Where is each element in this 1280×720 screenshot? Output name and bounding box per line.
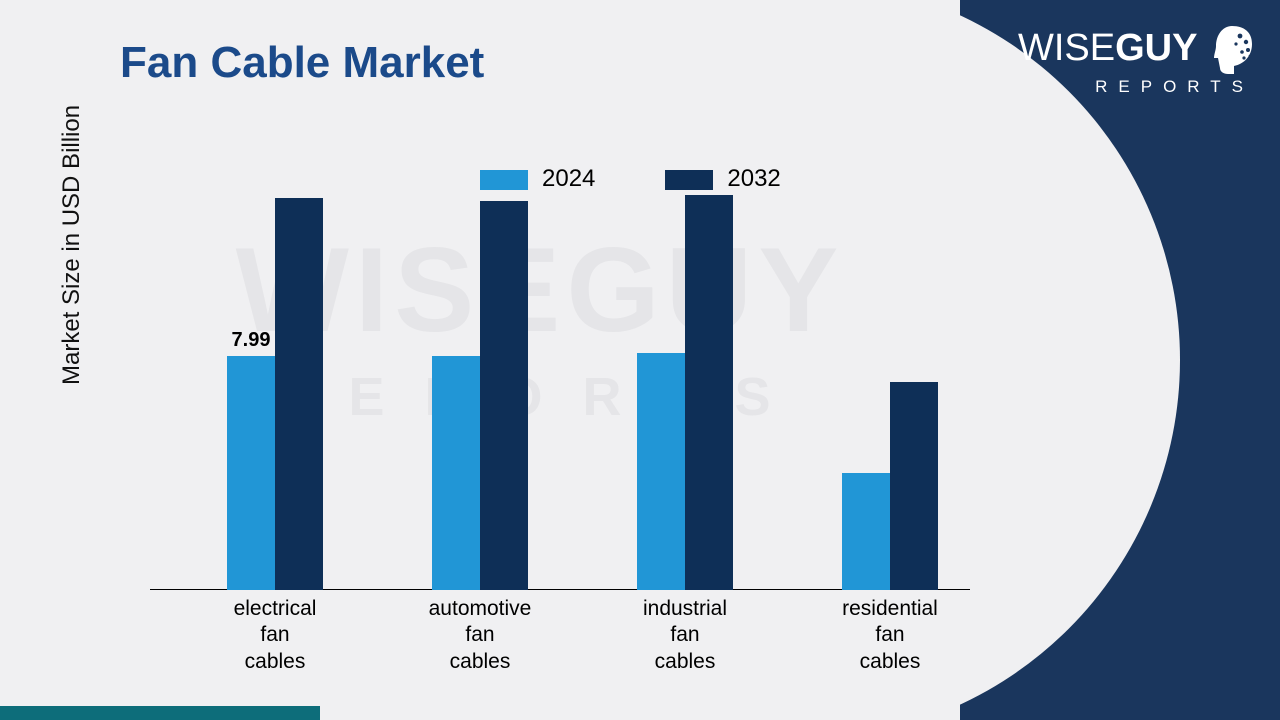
- brand-head-icon: [1214, 24, 1258, 76]
- x-axis-category-label: automotivefancables: [415, 596, 545, 675]
- bar-group: [825, 180, 955, 590]
- bar-2032: [685, 195, 733, 590]
- bar-2024: [842, 473, 890, 590]
- chart-title: Fan Cable Market: [120, 38, 484, 88]
- bar-2024: [432, 356, 480, 590]
- bar-2024: [637, 353, 685, 590]
- brand-word-guy: GUY: [1115, 27, 1197, 69]
- bar-2032: [275, 198, 323, 590]
- bar-2024: [227, 356, 275, 590]
- bottom-accent-bar: [0, 706, 320, 720]
- brand-logo: WISEGUY REPORTS: [1018, 24, 1258, 95]
- page-root: WISEGUY REPORTS Fan Cable Market WISEGUY…: [0, 0, 1280, 720]
- x-axis-labels: electricalfancables automotivefancables in…: [150, 590, 970, 680]
- y-axis-label: Market Size in USD Billion: [58, 105, 86, 385]
- bar-2032: [890, 382, 938, 590]
- brand-line1: WISEGUY: [1018, 24, 1258, 76]
- x-axis-category-label: residentialfancables: [825, 596, 955, 675]
- bar-group: 7.99: [210, 180, 340, 590]
- brand-line2: REPORTS: [1018, 78, 1258, 95]
- plot-area: 7.99: [150, 180, 970, 590]
- chart-area: Market Size in USD Billion 7.99 electric…: [70, 170, 970, 680]
- x-axis-category-label: industrialfancables: [620, 596, 750, 675]
- bar-group: [620, 180, 750, 590]
- bar-group: [415, 180, 545, 590]
- brand-word-wise: WISE: [1018, 27, 1115, 69]
- x-axis-category-label: electricalfancables: [210, 596, 340, 675]
- bar-2032: [480, 201, 528, 591]
